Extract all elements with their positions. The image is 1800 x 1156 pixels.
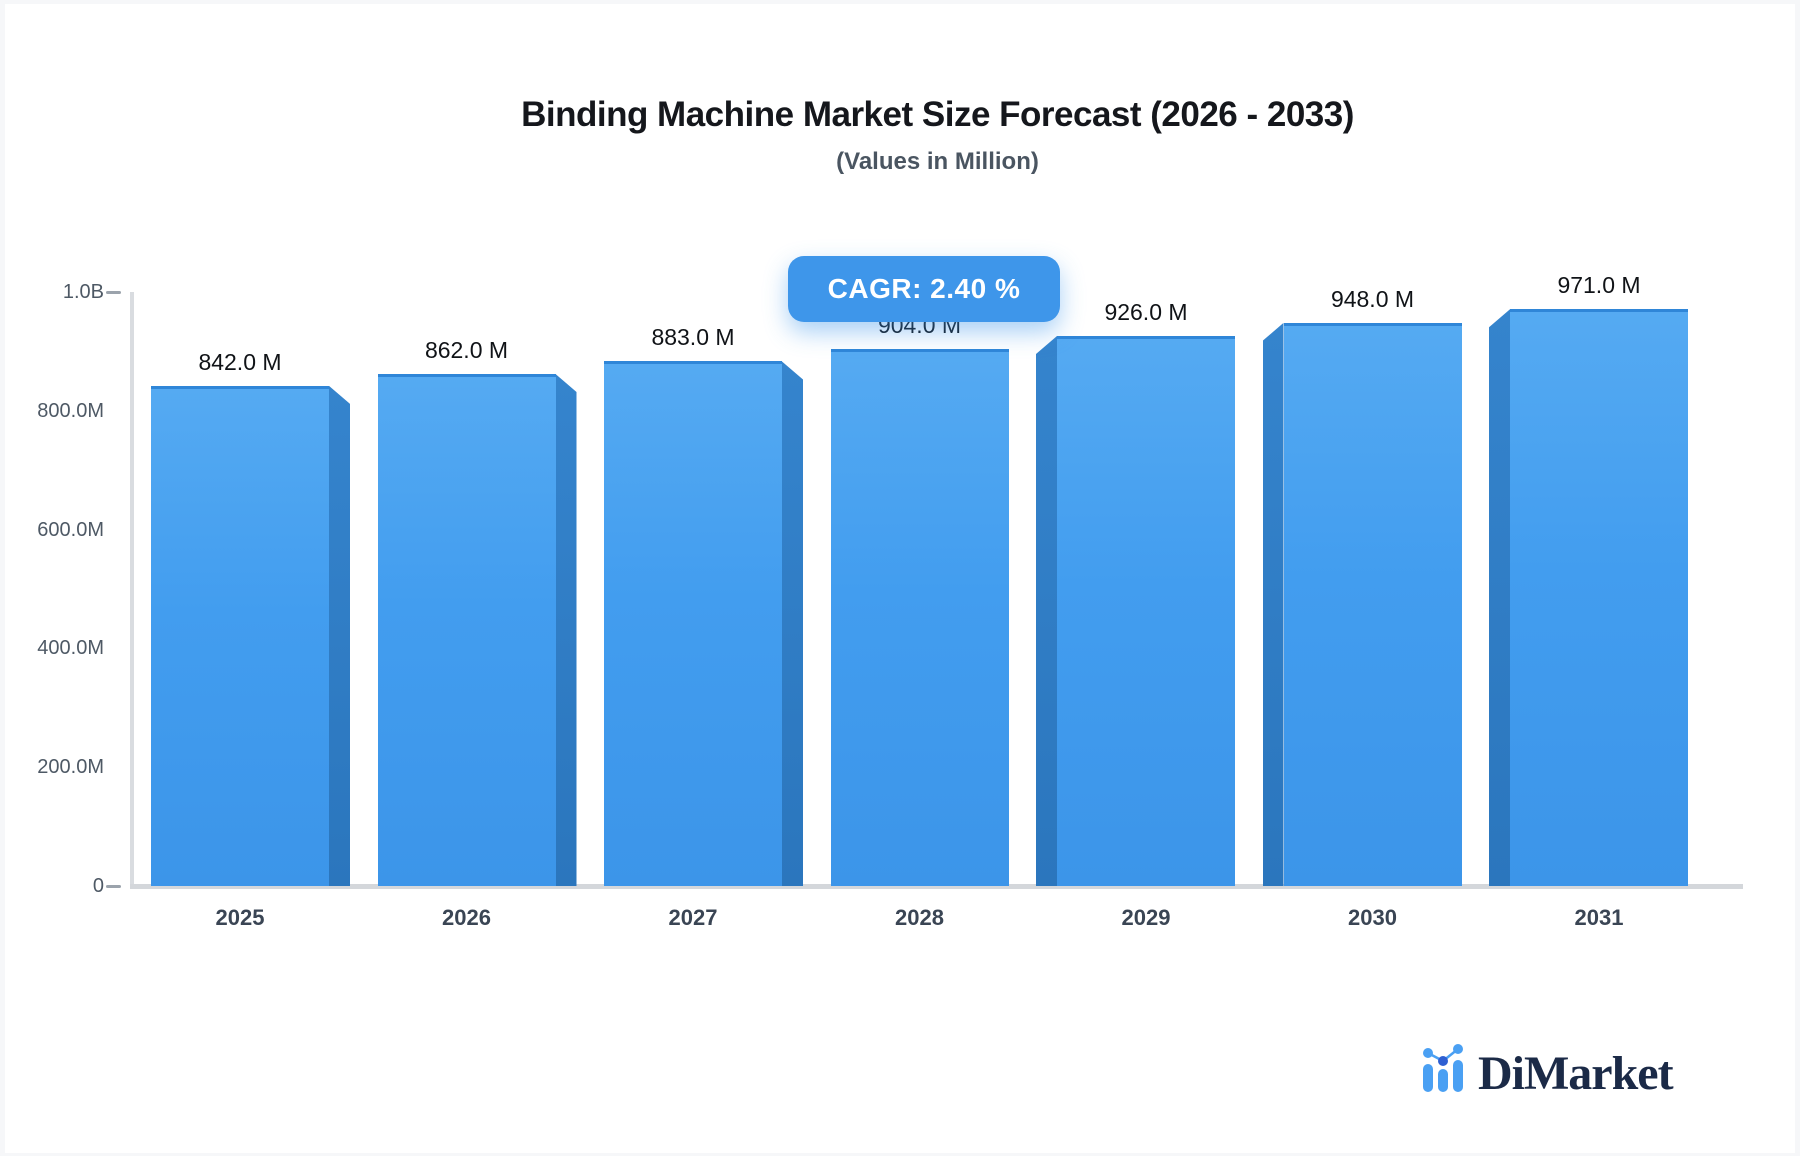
bar-value-label: 883.0 M: [651, 324, 735, 351]
chart-title: Binding Machine Market Size Forecast (20…: [521, 95, 1354, 134]
y-axis-tick: [106, 885, 121, 888]
bar-side-face: [329, 385, 350, 886]
bar-value-label: 971.0 M: [1557, 272, 1641, 299]
y-axis-label: 1.0B: [62, 281, 104, 303]
x-axis-label: 2027: [668, 905, 718, 930]
bar-value-label: 948.0 M: [1330, 285, 1415, 312]
x-axis-label: 2029: [1121, 905, 1171, 930]
bar-value-label: 842.0 M: [198, 348, 282, 375]
bar-2031[interactable]: [1510, 309, 1688, 886]
y-axis-label: 200.0M: [37, 756, 104, 779]
chart-subtitle: (Values in Million): [836, 148, 1039, 175]
x-axis-label: 2031: [1574, 905, 1624, 930]
bar-2030[interactable]: [1283, 322, 1462, 886]
y-axis-label: 800.0M: [37, 399, 104, 422]
bar-side-face: [555, 373, 577, 886]
bar-value-label: 926.0 M: [1104, 298, 1188, 325]
bar-side-face: [1262, 322, 1284, 886]
bar-2028[interactable]: [830, 349, 1009, 886]
y-axis-label: 400.0M: [37, 637, 104, 660]
x-axis-line: [130, 884, 1743, 889]
bar-2029[interactable]: [1057, 335, 1235, 886]
x-axis-label: 2028: [895, 905, 944, 930]
bar-2027[interactable]: [604, 361, 782, 886]
bar-2025[interactable]: [151, 385, 329, 886]
y-axis-label: 600.0M: [37, 518, 104, 541]
bar-side-face: [1036, 335, 1057, 886]
brand-name: DiMarket: [1478, 1047, 1674, 1101]
bar-value-label: 862.0 M: [424, 336, 509, 363]
y-axis-label: 0: [92, 875, 104, 897]
y-axis-line: [130, 292, 134, 884]
bar-side-face: [1489, 309, 1510, 886]
x-axis-label: 2030: [1348, 905, 1397, 930]
cagr-badge: CAGR: 2.40 %: [788, 256, 1060, 322]
x-axis-label: 2026: [442, 905, 491, 930]
bar-side-face: [782, 361, 803, 886]
x-axis-label: 2025: [215, 905, 265, 930]
y-axis-tick: [106, 291, 121, 294]
dimarket-logo-icon: [1420, 1040, 1466, 1097]
bar-2026[interactable]: [377, 373, 556, 886]
brand-logo: DiMarket: [1420, 1040, 1674, 1101]
